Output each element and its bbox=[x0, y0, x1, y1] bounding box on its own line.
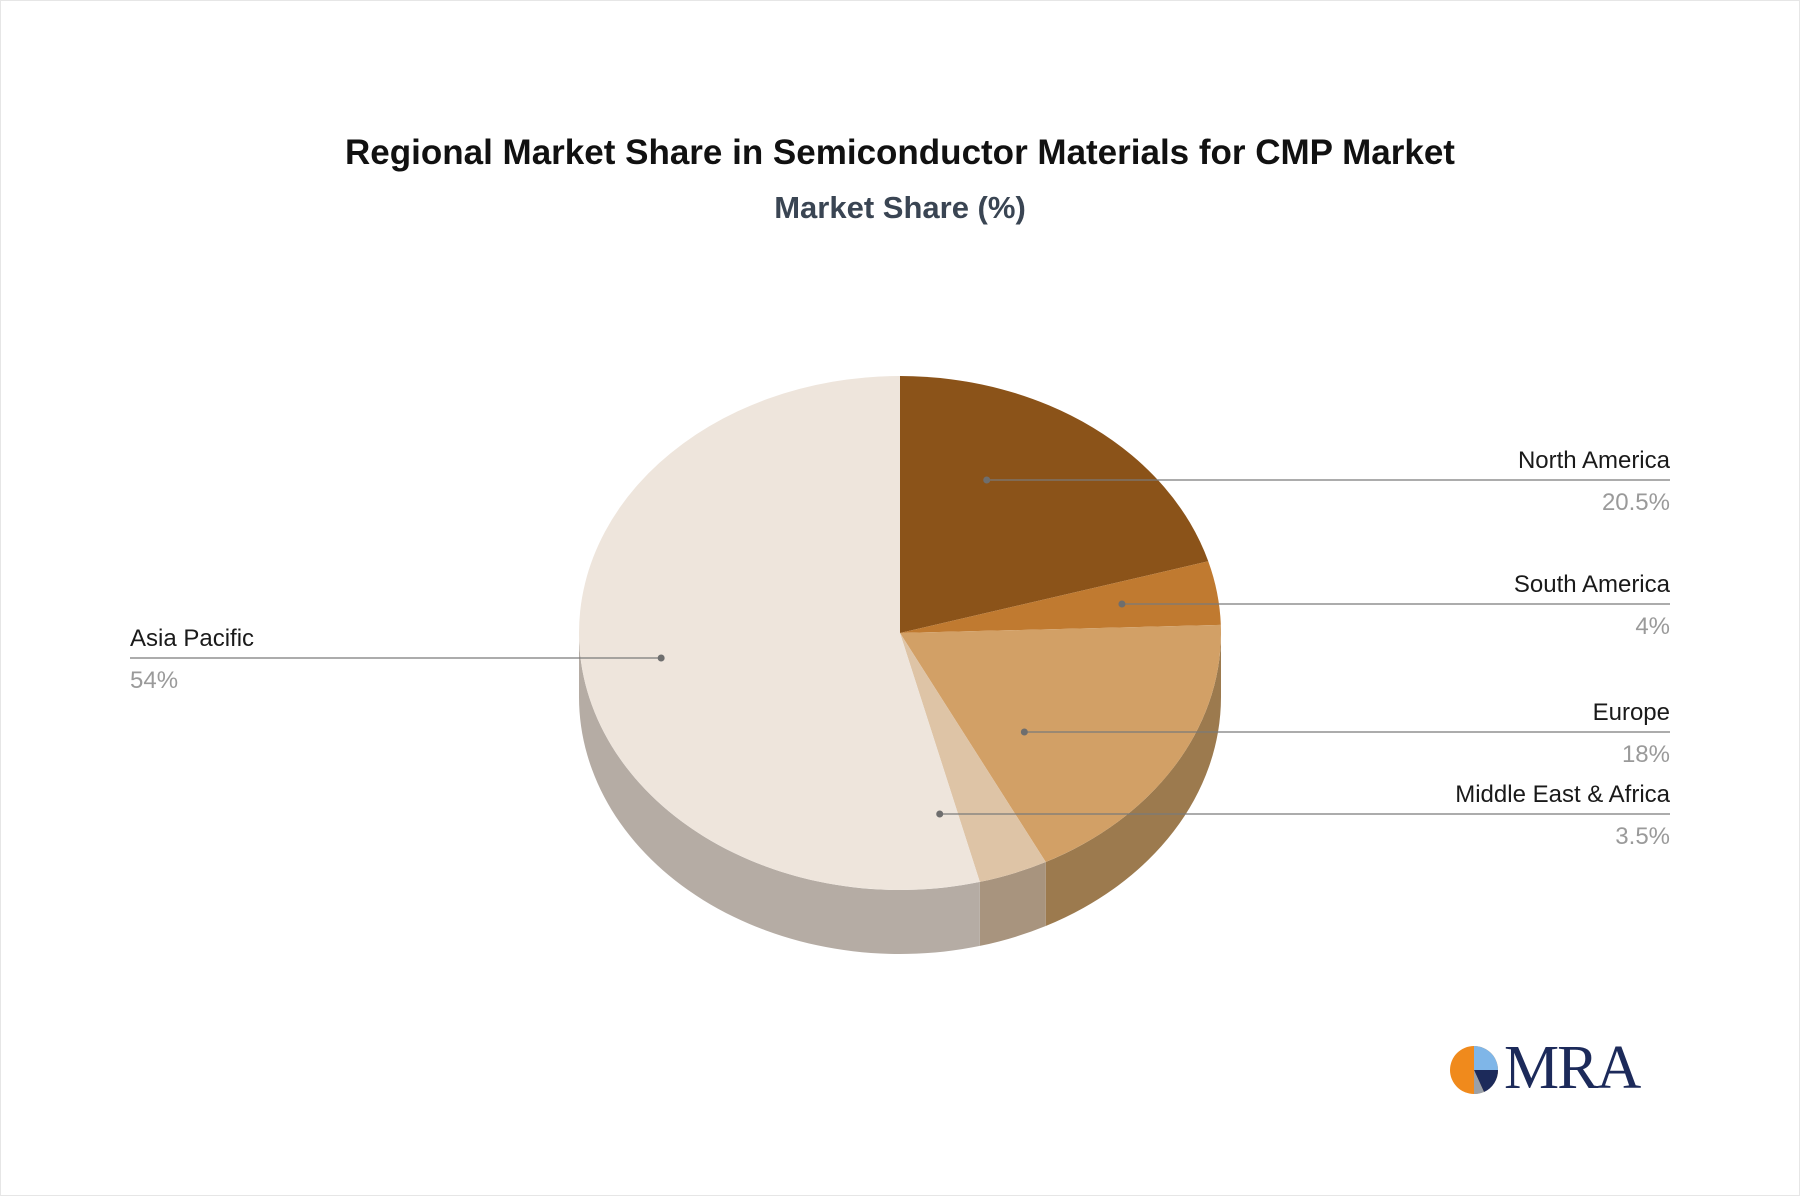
leader-dot-europe bbox=[1020, 728, 1028, 736]
label-value-asia-pacific: 54% bbox=[130, 667, 178, 694]
pie-logo-icon bbox=[1450, 1046, 1499, 1095]
mra-logo: MRA bbox=[1448, 1034, 1648, 1102]
chart-subtitle: Market Share (%) bbox=[774, 190, 1026, 225]
label-name-europe: Europe bbox=[1593, 699, 1670, 726]
label-name-north-america: North America bbox=[1518, 447, 1671, 474]
label-name-asia-pacific: Asia Pacific bbox=[130, 625, 254, 652]
leader-dot-middle-east-and-africa bbox=[936, 810, 944, 818]
label-name-south-america: South America bbox=[1514, 571, 1671, 598]
pie-side-asia-pacific bbox=[578, 633, 980, 955]
label-value-north-america: 20.5% bbox=[1602, 489, 1670, 516]
label-value-middle-east-and-africa: 3.5% bbox=[1615, 823, 1670, 850]
pie-slice-middle-east-and-africa[interactable] bbox=[900, 633, 1046, 882]
pie-labels: North America 20.5% South America 4% Europe 1… bbox=[130, 447, 1671, 850]
pie-side-middle-east-and-africa bbox=[979, 861, 1046, 946]
pie-sides bbox=[578, 633, 1221, 955]
pie-slice-asia-pacific[interactable] bbox=[578, 375, 980, 890]
pie-side-europe bbox=[1045, 633, 1221, 926]
pie-top bbox=[578, 375, 1221, 890]
pie-slice-south-america[interactable] bbox=[900, 561, 1221, 633]
pie-slice-europe[interactable] bbox=[900, 624, 1221, 862]
leader-dot-north-america bbox=[983, 476, 991, 484]
leader-dot-asia-pacific bbox=[657, 654, 665, 662]
label-value-europe: 18% bbox=[1622, 741, 1670, 768]
label-value-south-america: 4% bbox=[1635, 613, 1670, 640]
leader-dot-south-america bbox=[1118, 600, 1126, 608]
logo-text: MRA bbox=[1504, 1034, 1641, 1102]
label-name-middle-east-and-africa: Middle East & Africa bbox=[1455, 781, 1670, 808]
pie-slice-north-america[interactable] bbox=[900, 376, 1209, 633]
chart-title: Regional Market Share in Semiconductor M… bbox=[345, 133, 1455, 172]
